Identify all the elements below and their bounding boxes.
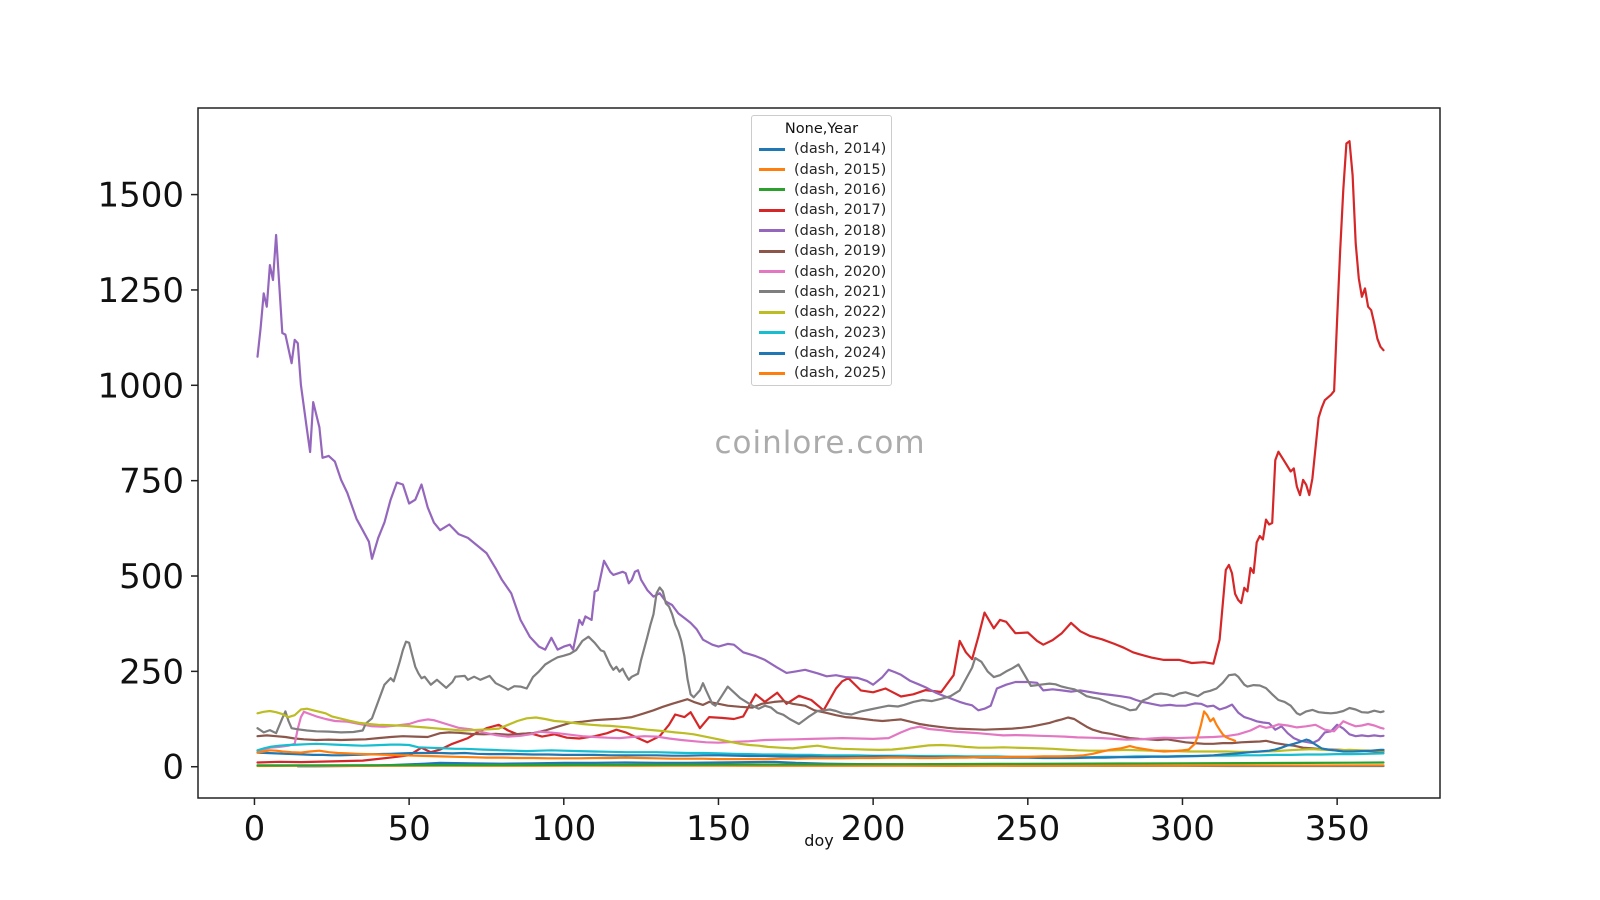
x-tick-label: 150 (686, 809, 751, 849)
legend-item-label: (dash, 2021) (794, 283, 887, 300)
legend-item-label: (dash, 2025) (794, 365, 887, 382)
legend-item-label: (dash, 2024) (794, 345, 887, 362)
legend-item: (dash, 2017) (752, 200, 891, 220)
legend-item: (dash, 2021) (752, 282, 891, 302)
legend-title: None,Year (784, 121, 859, 137)
legend-item: (dash, 2016) (752, 180, 891, 200)
legend-item: (dash, 2022) (752, 302, 891, 322)
legend-line-swatch (759, 371, 785, 375)
legend-item: (dash, 2025) (752, 363, 891, 383)
series-line-dash-2022 (256, 707, 1385, 753)
y-tick-label: 500 (119, 557, 184, 597)
legend-item-label: (dash, 2022) (794, 304, 887, 321)
legend-item-label: (dash, 2017) (794, 202, 887, 219)
series-line-dash-2016 (256, 761, 1385, 767)
legend-item: (dash, 2020) (752, 261, 891, 281)
legend-line-swatch (759, 249, 785, 253)
legend-item: (dash, 2023) (752, 323, 891, 343)
legend-line-swatch (759, 290, 785, 294)
legend-item: (dash, 2019) (752, 241, 891, 261)
x-tick-label: 50 (387, 809, 430, 849)
x-tick-label: 250 (995, 809, 1060, 849)
legend-line-swatch (759, 208, 785, 212)
y-tick-label: 250 (119, 652, 184, 692)
series-line-dash-2024 (256, 738, 1385, 760)
series-line-dash-2020 (256, 710, 1385, 752)
series-line-dash-2019 (256, 698, 1385, 753)
y-tick-label: 1250 (97, 271, 184, 311)
legend-line-swatch (759, 351, 785, 355)
x-tick-label: 100 (531, 809, 596, 849)
legend-line-swatch (759, 310, 785, 314)
series-line-dash-2025 (256, 710, 1237, 761)
y-tick-label: 1000 (97, 366, 184, 406)
series-line-dash-2018 (256, 233, 1385, 745)
y-tick-label: 0 (162, 748, 184, 788)
x-tick-label: 0 (244, 809, 266, 849)
plot-border (197, 107, 1441, 799)
legend-line-swatch (759, 188, 785, 192)
legend-item: (dash, 2024) (752, 343, 891, 363)
legend: None,Year (dash, 2014) (dash, 2015) (dash,… (751, 115, 892, 386)
legend-item-label: (dash, 2019) (794, 243, 887, 260)
legend-line-swatch (759, 270, 785, 274)
x-tick-label: 200 (841, 809, 906, 849)
legend-item-label: (dash, 2014) (794, 141, 887, 158)
x-tick-label: 300 (1150, 809, 1215, 849)
y-tick-label: 750 (119, 462, 184, 502)
legend-item-label: (dash, 2023) (794, 324, 887, 341)
legend-item: (dash, 2018) (752, 221, 891, 241)
legend-item: (dash, 2015) (752, 159, 891, 179)
x-axis-label: doy (804, 831, 834, 850)
legend-line-swatch (759, 331, 785, 335)
y-tick-label: 1500 (97, 176, 184, 216)
legend-item-label: (dash, 2018) (794, 222, 887, 239)
legend-line-swatch (759, 229, 785, 233)
legend-item-label: (dash, 2016) (794, 181, 887, 198)
watermark: coinlore.com (714, 425, 926, 461)
legend-line-swatch (759, 168, 785, 172)
legend-item: (dash, 2014) (752, 139, 891, 159)
legend-item-label: (dash, 2015) (794, 161, 887, 178)
x-tick-label: 350 (1305, 809, 1370, 849)
legend-item-label: (dash, 2020) (794, 263, 887, 280)
legend-line-swatch (759, 147, 785, 151)
series-line-dash-2021 (256, 586, 1385, 735)
